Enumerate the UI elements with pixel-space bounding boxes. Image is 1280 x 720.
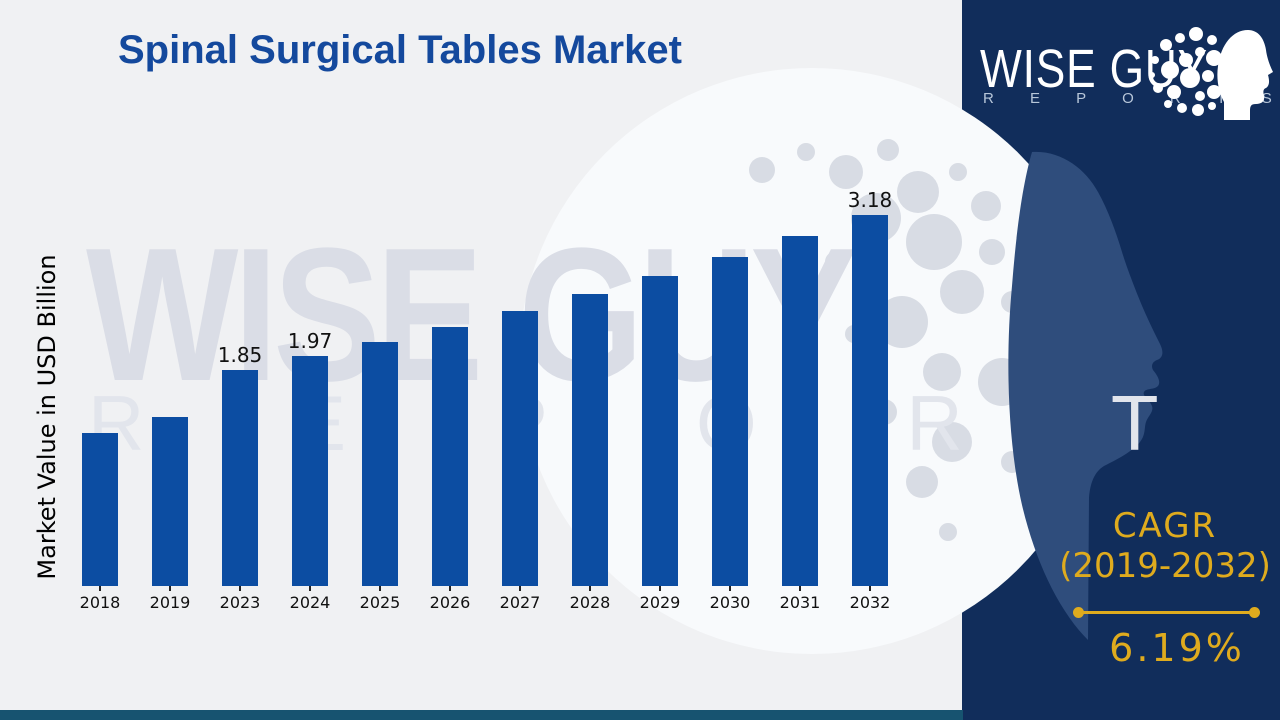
x-tick-label-2025: 2025 [359, 593, 401, 612]
bottom-accent-strip [0, 710, 963, 720]
bar-2030 [712, 257, 748, 586]
chart-title: Spinal Surgical Tables Market [118, 28, 682, 72]
bar-2018 [82, 433, 118, 586]
x-axis-tick [519, 586, 521, 591]
bar-2031 [782, 236, 818, 586]
x-axis-tick [169, 586, 171, 591]
x-tick-label-2028: 2028 [569, 593, 611, 612]
x-axis-tick [869, 586, 871, 591]
cagr-range: (2019-2032) [1059, 546, 1271, 586]
bar-2032 [852, 215, 888, 586]
x-tick-label-2030: 2030 [709, 593, 751, 612]
cagr-heading: CAGR [1112, 506, 1218, 546]
x-axis-tick [239, 586, 241, 591]
watermark-reports-text: R E P O R T S [88, 379, 1280, 467]
x-tick-label-2018: 2018 [79, 593, 121, 612]
x-axis-tick [99, 586, 101, 591]
x-axis-tick [729, 586, 731, 591]
x-axis-tick [309, 586, 311, 591]
bar-value-label-2023: 1.85 [217, 343, 263, 367]
bar-2019 [152, 417, 188, 586]
x-tick-label-2031: 2031 [779, 593, 821, 612]
x-tick-label-2032: 2032 [849, 593, 891, 612]
x-tick-label-2024: 2024 [289, 593, 331, 612]
bar-value-label-2032: 3.18 [847, 188, 893, 212]
cagr-line-right-dot [1249, 607, 1260, 618]
x-tick-label-2029: 2029 [639, 593, 681, 612]
x-tick-label-2027: 2027 [499, 593, 541, 612]
bar-value-label-2024: 1.97 [287, 329, 333, 353]
bar-2028 [572, 294, 608, 586]
bar-2025 [362, 342, 398, 586]
cagr-divider-line [1078, 611, 1254, 614]
face-silhouette [1008, 151, 1163, 640]
x-axis-tick [379, 586, 381, 591]
x-axis-tick [449, 586, 451, 591]
x-axis-tick [589, 586, 591, 591]
x-axis-tick [799, 586, 801, 591]
x-tick-label-2023: 2023 [219, 593, 261, 612]
bar-2026 [432, 327, 468, 586]
x-axis-tick [659, 586, 661, 591]
bar-2023 [222, 370, 258, 586]
bar-2024 [292, 356, 328, 586]
x-tick-label-2026: 2026 [429, 593, 471, 612]
bar-2027 [502, 311, 538, 586]
cagr-line-left-dot [1073, 607, 1084, 618]
cagr-value: 6.19% [1109, 626, 1245, 670]
bar-2029 [642, 276, 678, 586]
x-tick-label-2019: 2019 [149, 593, 191, 612]
